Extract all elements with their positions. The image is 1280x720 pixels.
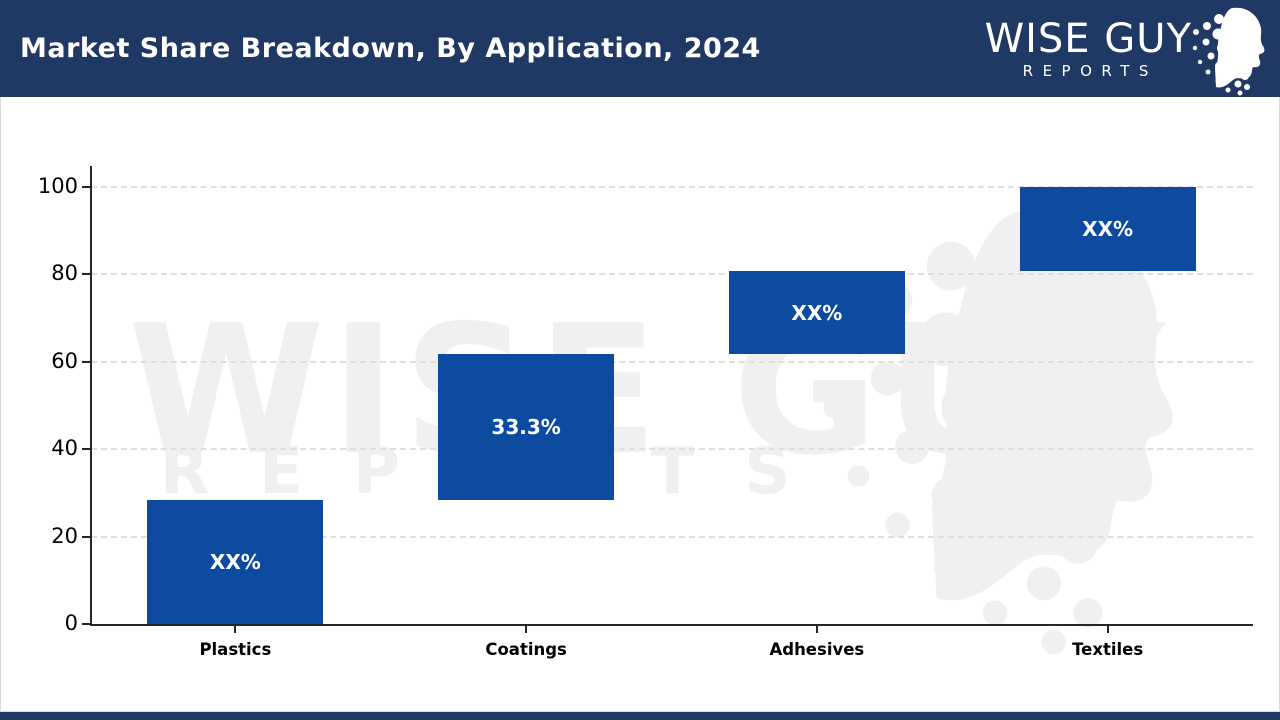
category-label: Textiles xyxy=(1072,640,1144,659)
bar: XX% xyxy=(147,499,324,624)
bar: XX% xyxy=(728,271,905,355)
y-axis-line xyxy=(90,166,92,626)
category-label: Plastics xyxy=(199,640,272,659)
logo-text: WISE GUY REPORTS xyxy=(985,18,1192,80)
x-tick xyxy=(1106,626,1109,633)
gridline xyxy=(91,360,1253,363)
y-tick-label: 0 xyxy=(64,611,78,635)
bar-value-label: 33.3% xyxy=(491,415,561,440)
footer-bar xyxy=(0,712,1280,720)
y-tick xyxy=(82,623,90,625)
y-tick xyxy=(82,273,90,276)
gridline xyxy=(91,535,1253,538)
y-tick xyxy=(82,448,90,451)
y-tick-label: 80 xyxy=(51,261,78,286)
bar-value-label: XX% xyxy=(209,549,261,574)
bar: XX% xyxy=(1019,187,1196,272)
gridline xyxy=(91,273,1253,276)
y-tick-label: 20 xyxy=(51,523,78,548)
y-tick xyxy=(82,535,90,538)
wise-guy-reports-logo: WISE GUY REPORTS xyxy=(985,4,1270,96)
x-tick xyxy=(815,626,818,633)
logo-head-icon xyxy=(1192,7,1265,96)
y-tick-label: 40 xyxy=(51,436,78,461)
y-tick-label: 100 xyxy=(37,174,78,198)
bar: 33.3% xyxy=(438,354,615,500)
page-title: Market Share Breakdown, By Application, … xyxy=(20,33,761,64)
bar-value-label: XX% xyxy=(1082,217,1134,242)
y-tick xyxy=(82,186,90,188)
y-tick-label: 60 xyxy=(51,348,78,373)
gridline xyxy=(91,186,1253,188)
bar-value-label: XX% xyxy=(791,300,843,325)
x-axis-line xyxy=(90,624,1253,626)
y-tick xyxy=(82,360,90,363)
watermark-layer: WISE GUY REPORTS xyxy=(0,97,1280,712)
category-label: Coatings xyxy=(485,640,567,659)
header-bar: Market Share Breakdown, By Application, … xyxy=(0,0,1280,97)
gridline xyxy=(91,448,1253,451)
watermark-head-graphic xyxy=(823,211,1173,655)
page-border-left xyxy=(0,97,1,712)
category-label: Adhesives xyxy=(769,640,865,659)
page-border-bottom xyxy=(0,711,1280,712)
logo-wordmark: WISE GUY xyxy=(984,16,1192,62)
x-tick xyxy=(525,626,528,633)
x-tick xyxy=(234,626,237,633)
logo-subtext: REPORTS xyxy=(1022,62,1158,80)
